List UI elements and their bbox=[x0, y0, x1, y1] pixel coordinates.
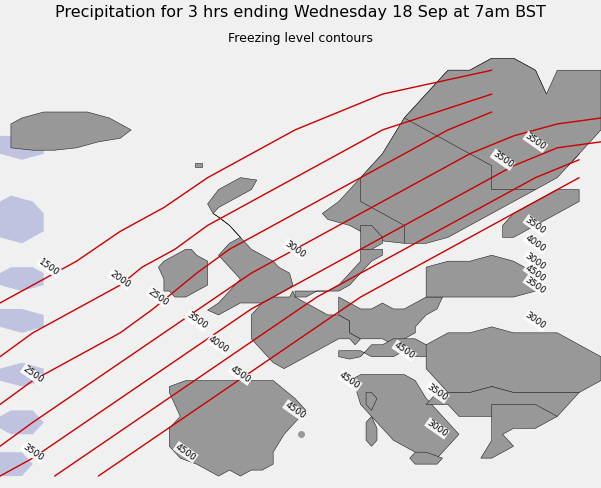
Text: 4500: 4500 bbox=[338, 370, 362, 391]
Polygon shape bbox=[207, 178, 293, 315]
Text: 4500: 4500 bbox=[392, 341, 416, 361]
Text: 2500: 2500 bbox=[21, 365, 44, 385]
Polygon shape bbox=[0, 309, 44, 333]
Text: 2500: 2500 bbox=[147, 287, 171, 307]
Text: 3000: 3000 bbox=[523, 310, 548, 331]
Polygon shape bbox=[350, 375, 459, 458]
Polygon shape bbox=[251, 291, 361, 368]
Polygon shape bbox=[0, 267, 44, 291]
Text: 3000: 3000 bbox=[283, 239, 307, 260]
Polygon shape bbox=[410, 452, 442, 464]
Polygon shape bbox=[361, 225, 382, 249]
Text: 2000: 2000 bbox=[108, 269, 132, 289]
Polygon shape bbox=[426, 255, 535, 297]
Polygon shape bbox=[0, 196, 44, 244]
Text: 3500: 3500 bbox=[523, 215, 548, 236]
Text: 3500: 3500 bbox=[185, 310, 209, 331]
Text: 4500: 4500 bbox=[283, 400, 307, 421]
Polygon shape bbox=[0, 410, 44, 434]
Polygon shape bbox=[361, 58, 579, 244]
Polygon shape bbox=[366, 392, 377, 410]
Text: 4500: 4500 bbox=[228, 365, 252, 385]
Polygon shape bbox=[404, 58, 601, 190]
Text: 3500: 3500 bbox=[490, 149, 514, 170]
Polygon shape bbox=[11, 112, 131, 150]
Text: 4000: 4000 bbox=[207, 334, 231, 355]
Polygon shape bbox=[426, 386, 579, 416]
Text: 3500: 3500 bbox=[425, 382, 449, 403]
Text: 4500: 4500 bbox=[523, 263, 548, 284]
Text: 3500: 3500 bbox=[21, 442, 45, 463]
Text: 3000: 3000 bbox=[523, 251, 548, 271]
Polygon shape bbox=[322, 58, 579, 244]
Polygon shape bbox=[195, 163, 202, 167]
Polygon shape bbox=[295, 249, 382, 297]
Polygon shape bbox=[339, 297, 442, 345]
Text: Freezing level contours: Freezing level contours bbox=[228, 32, 373, 44]
Polygon shape bbox=[169, 381, 306, 476]
Polygon shape bbox=[502, 190, 579, 237]
Text: 3500: 3500 bbox=[523, 275, 548, 295]
Polygon shape bbox=[0, 452, 33, 476]
Text: 3000: 3000 bbox=[425, 418, 449, 439]
Polygon shape bbox=[339, 339, 437, 359]
Polygon shape bbox=[366, 416, 377, 446]
Text: Precipitation for 3 hrs ending Wednesday 18 Sep at 7am BST: Precipitation for 3 hrs ending Wednesday… bbox=[55, 5, 546, 20]
Text: 3500: 3500 bbox=[523, 132, 548, 152]
Polygon shape bbox=[0, 363, 44, 386]
Polygon shape bbox=[426, 327, 601, 392]
Text: 1500: 1500 bbox=[37, 257, 61, 278]
Polygon shape bbox=[0, 136, 44, 160]
Polygon shape bbox=[481, 405, 557, 458]
Text: 4500: 4500 bbox=[174, 442, 198, 463]
Polygon shape bbox=[159, 249, 207, 297]
Text: 4000: 4000 bbox=[523, 233, 548, 254]
